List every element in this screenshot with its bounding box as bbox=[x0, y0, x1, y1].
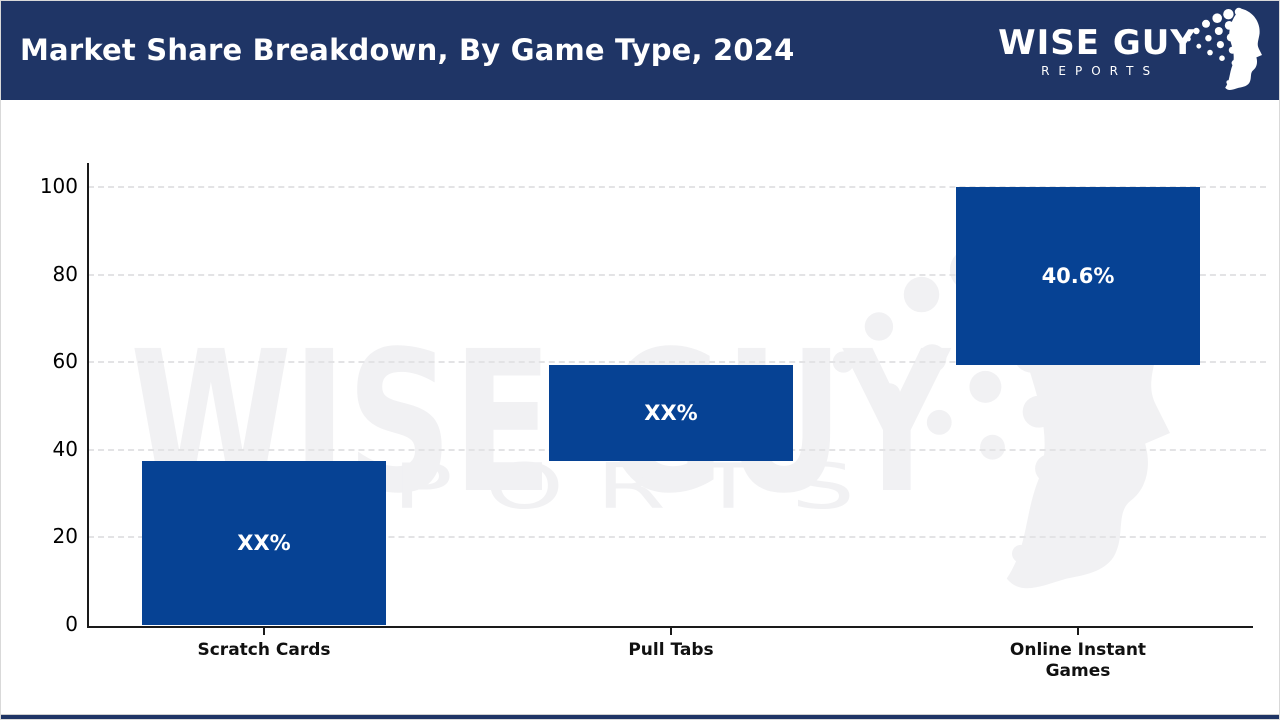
y-axis-line bbox=[87, 163, 89, 628]
page-title: Market Share Breakdown, By Game Type, 20… bbox=[20, 33, 795, 67]
header-bar: Market Share Breakdown, By Game Type, 20… bbox=[0, 0, 1280, 100]
x-tick-3 bbox=[1077, 628, 1079, 635]
y-tick-label-40: 40 bbox=[52, 436, 78, 461]
x-tick-1 bbox=[263, 628, 265, 635]
gridline-y60 bbox=[88, 361, 1266, 364]
gridline-y80 bbox=[88, 273, 1266, 276]
gridline-y100 bbox=[88, 186, 1266, 188]
category-label-3: Online Instant Games bbox=[1009, 640, 1147, 681]
bar-value-label: 40.6% bbox=[1041, 263, 1115, 288]
gridline-y20 bbox=[88, 536, 1266, 539]
y-tick-label-80: 80 bbox=[52, 261, 78, 286]
category-label-2: Pull Tabs bbox=[628, 640, 714, 660]
dotted-face-icon bbox=[1186, 7, 1262, 90]
x-tick-2 bbox=[670, 628, 672, 635]
y-tick-label-100: 100 bbox=[39, 174, 78, 198]
y-tick-label-0: 0 bbox=[65, 612, 78, 636]
y-tick-label-20: 20 bbox=[52, 524, 78, 549]
bar-value-label: XX% bbox=[237, 530, 291, 555]
brand-subname: REPORTS bbox=[1041, 63, 1160, 78]
brand-logo-text: WISE GUY REPORTS bbox=[998, 25, 1196, 78]
x-axis-line bbox=[87, 626, 1253, 628]
bar-pull-tabs[interactable]: XX% bbox=[549, 364, 793, 461]
brand-logo: WISE GUY REPORTS bbox=[998, 7, 1262, 94]
footer-bar bbox=[0, 714, 1280, 720]
brand-name: WISE GUY bbox=[998, 22, 1196, 63]
category-label-1: Scratch Cards bbox=[197, 640, 331, 660]
bar-scratch-cards[interactable]: XX% bbox=[142, 460, 386, 625]
bar-online-instant-games[interactable]: 40.6% bbox=[956, 187, 1200, 365]
y-tick-label-60: 60 bbox=[52, 349, 78, 374]
bar-value-label: XX% bbox=[644, 400, 698, 425]
